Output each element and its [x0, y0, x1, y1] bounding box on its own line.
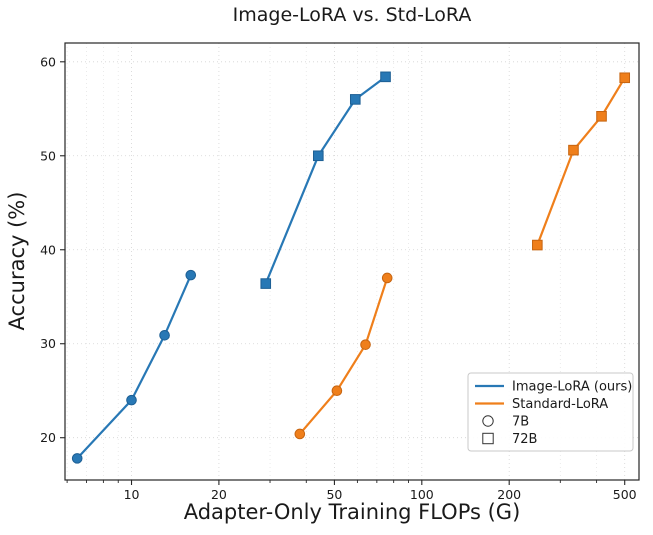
x-axis-label: Adapter-Only Training FLOPs (G) — [183, 500, 521, 524]
data-marker-square — [619, 72, 631, 84]
data-marker-square — [313, 150, 324, 162]
data-marker-circle — [185, 269, 197, 281]
chart-title: Image-LoRA vs. Std-LoRA — [232, 4, 472, 26]
data-marker-circle — [159, 329, 170, 341]
x-tick-label: 100 — [410, 487, 434, 502]
legend-label: 7B — [512, 415, 529, 430]
legend: Image-LoRA (ours) Standard-LoRA 7B 72B — [467, 372, 634, 452]
x-tick-label: 50 — [326, 487, 342, 502]
data-marker-square — [260, 278, 272, 289]
y-tick-label: 40 — [40, 242, 56, 257]
data-marker-square — [568, 144, 579, 156]
plot-border — [64, 42, 640, 481]
data-marker-circle — [360, 339, 371, 350]
x-tick-label: 10 — [124, 487, 140, 502]
legend-box — [467, 372, 634, 452]
series-line-image-lora-ours--72b — [264, 75, 387, 285]
legend-entry: 72B — [482, 432, 537, 447]
legend-label: 72B — [512, 432, 537, 447]
legend-label: Standard-LoRA — [512, 397, 608, 412]
data-marker-circle — [294, 428, 306, 440]
y-tick-label: 20 — [40, 430, 56, 445]
data-marker-square — [596, 111, 607, 122]
series-line-standard-lora-72b — [536, 76, 626, 247]
data-marker-square — [349, 94, 361, 105]
legend-square-sample — [482, 432, 494, 445]
data-marker-circle — [71, 453, 83, 464]
series-line-standard-lora-7b — [298, 276, 389, 436]
legend-entry: Image-LoRA (ours) — [475, 380, 632, 395]
x-tick-label: 20 — [211, 487, 227, 502]
legend-entry: 7B — [482, 415, 529, 430]
data-marker-circle — [381, 272, 393, 284]
y-tick-label: 60 — [40, 54, 56, 69]
x-tick-label: 500 — [613, 487, 637, 502]
data-marker-square — [532, 239, 543, 251]
y-tick-label: 30 — [40, 336, 56, 351]
legend-label: Image-LoRA (ours) — [512, 380, 632, 395]
series-line-image-lora-ours--7b — [76, 274, 192, 460]
data-marker-circle — [331, 385, 343, 397]
y-tick-label: 50 — [40, 148, 56, 163]
y-axis-label: Accuracy (%) — [5, 191, 29, 331]
data-marker-circle — [126, 394, 137, 406]
data-marker-square — [380, 71, 391, 83]
legend-circle-sample — [482, 415, 494, 427]
legend-entry: Standard-LoRA — [475, 397, 608, 412]
x-tick-label: 200 — [497, 487, 521, 502]
